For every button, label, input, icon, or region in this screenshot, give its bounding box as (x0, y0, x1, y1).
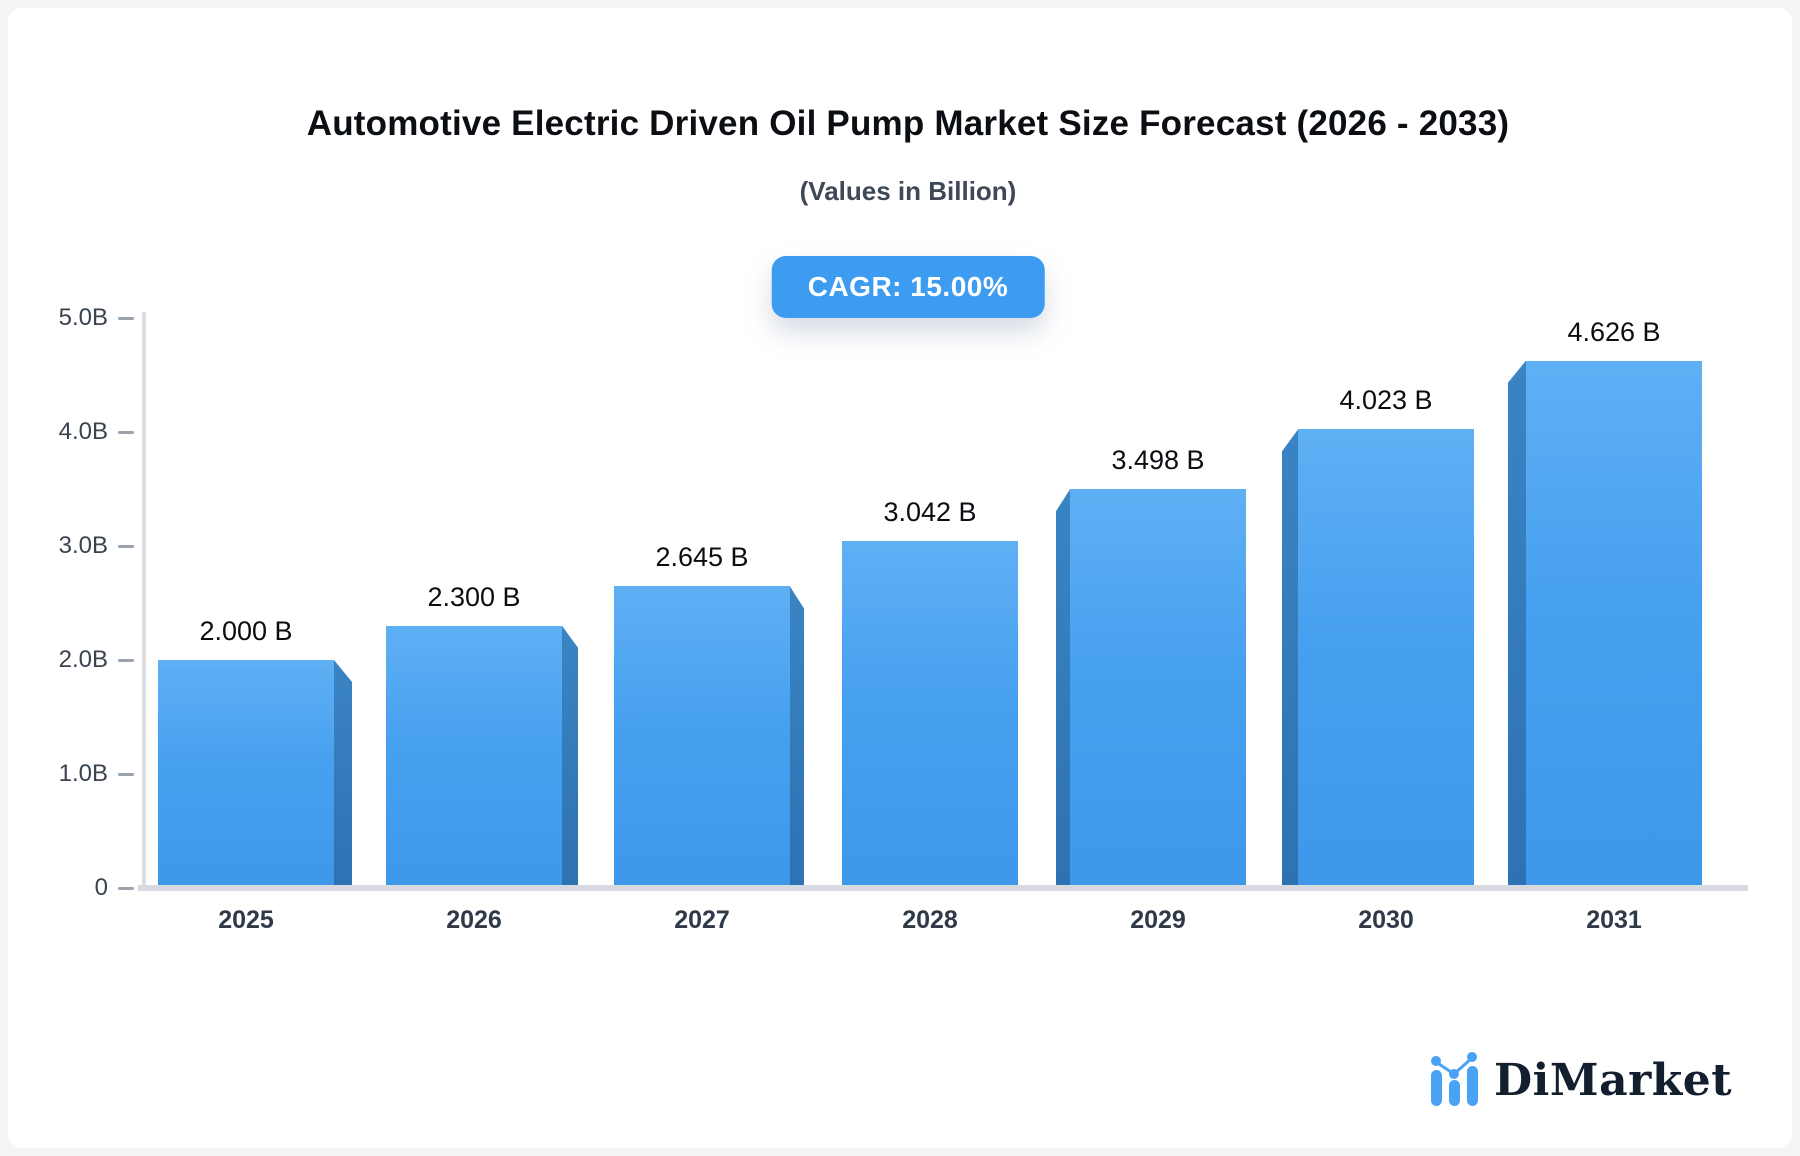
y-tick-mark (118, 659, 134, 662)
bar-side-face (1056, 489, 1070, 888)
y-tick-label: 4.0B (58, 418, 108, 445)
brand-logo: DiMarket (1428, 1048, 1732, 1112)
y-axis-line (142, 312, 146, 886)
bar-2027 (614, 586, 804, 888)
x-axis-line (138, 885, 1748, 891)
x-tick-label-2026: 2026 (446, 906, 502, 934)
y-tick-label: 5.0B (58, 304, 108, 331)
bar-value-label: 3.498 B (1111, 445, 1205, 476)
bar-2029 (1056, 489, 1246, 888)
brand-logo-text: DiMarket (1494, 1054, 1733, 1106)
x-tick-label-2027: 2027 (674, 906, 730, 934)
bar-side-face (562, 625, 578, 888)
bar-front-face (158, 660, 334, 888)
y-tick-mark (118, 431, 134, 434)
bar-2028 (842, 541, 1018, 888)
bar-side-face (790, 586, 804, 888)
x-tick-label-2025: 2025 (218, 906, 274, 934)
bar-side-face (334, 660, 352, 888)
bar-value-label: 4.023 B (1339, 385, 1433, 416)
chart-card: Automotive Electric Driven Oil Pump Mark… (8, 8, 1792, 1148)
bar-value-label: 4.626 B (1567, 316, 1661, 347)
bar-2030 (1282, 429, 1474, 888)
bar-side-face (1508, 360, 1526, 888)
bar-front-face (1070, 489, 1246, 888)
bar-value-label: 2.300 B (427, 581, 521, 612)
bar-2026 (386, 625, 578, 888)
bar-value-label: 2.645 B (655, 542, 749, 573)
bar-front-face (386, 625, 562, 888)
chart-subtitle: (Values in Billion) (799, 176, 1017, 206)
bar-2031 (1508, 360, 1702, 888)
x-tick-label-2028: 2028 (902, 906, 958, 934)
y-tick-mark (118, 545, 134, 548)
bar-chart-logo-icon (1431, 1052, 1478, 1106)
y-tick-mark (118, 773, 134, 776)
y-tick-label: 1.0B (58, 760, 108, 787)
x-tick-label-2029: 2029 (1130, 906, 1186, 934)
chart-title: Automotive Electric Driven Oil Pump Mark… (306, 104, 1510, 143)
x-tick-label-2031: 2031 (1586, 906, 1642, 934)
x-tick-label-2030: 2030 (1358, 906, 1414, 934)
bar-front-face (614, 586, 790, 888)
y-tick-label: 2.0B (58, 646, 108, 673)
y-tick-mark (118, 887, 134, 890)
bar-front-face (842, 541, 1018, 888)
bar-side-face (1282, 429, 1298, 888)
bar-2025 (158, 660, 352, 888)
bar-front-face (1526, 360, 1702, 888)
bar-value-label: 2.000 B (199, 616, 293, 646)
bar-value-label: 3.042 B (883, 497, 977, 528)
y-tick-label: 0 (94, 874, 108, 901)
bar-front-face (1298, 429, 1474, 888)
y-tick-mark (118, 317, 134, 320)
y-tick-label: 3.0B (58, 532, 108, 559)
cagr-badge: CAGR: 15.00% (771, 256, 1045, 318)
